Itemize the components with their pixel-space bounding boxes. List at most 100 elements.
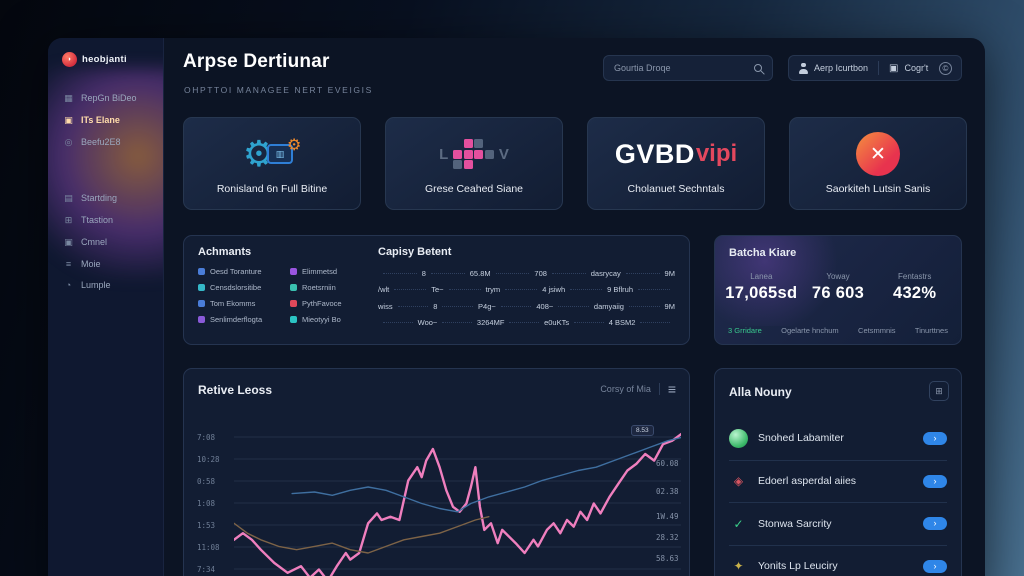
stats-panel: Batcha Kiare Lanea 17,065sd Yoway 76 603… — [714, 235, 962, 345]
sidebar-item-moie[interactable]: ≡ Moie — [48, 253, 163, 274]
achievement-dot-icon — [198, 316, 205, 323]
sidebar-item-cmnel[interactable]: ▣ Cmnel — [48, 231, 163, 253]
stats-link[interactable]: Tinurttnes — [914, 326, 948, 335]
table-cell: wiss — [378, 301, 393, 311]
activity-label: Stonwa Sarcrity — [758, 517, 832, 530]
sidebar-group-primary: ▦ RepGn BiDeo ▣ ITs Elane ◎ Beefu2E8 — [48, 87, 163, 153]
achievement-label: PythFavoce — [302, 299, 342, 308]
achievement-label: Mieotyyi Bo — [302, 315, 341, 324]
card-saorkiteh[interactable]: ✕ Saorkiteh Lutsin Sanis — [789, 117, 967, 210]
table-cell: 408~ — [536, 301, 554, 311]
activity-badge[interactable]: › — [923, 474, 947, 488]
dotted-leader — [558, 305, 589, 307]
clock-icon: ◔ — [65, 279, 72, 290]
feature-cards: ⚙ ▥ ⚙ Ronisland 6n Full Bitine L V Grese… — [183, 117, 967, 210]
sidebar-item-label: Startding — [81, 193, 118, 203]
user-icon — [798, 62, 808, 74]
dotted-leader — [495, 272, 530, 274]
achievement-item[interactable]: Mieotyyi Bo — [290, 315, 370, 324]
achievement-dot-icon — [198, 268, 205, 275]
y-axis-tick: 7:34 — [197, 565, 216, 574]
activity-list: Snohed Labamiter › ◈ Edoerl asperdal aiies ›… — [729, 417, 947, 576]
table-cell: 3264MF — [476, 318, 505, 328]
page-title: Arpse Dertiunar — [183, 51, 330, 72]
activity-badge[interactable]: › — [923, 517, 947, 531]
table-cell: 9 Bflruh — [607, 285, 634, 295]
check-icon: ✓ — [733, 516, 744, 531]
chart-panel: Retive Leoss Corsy of Mia ≡ 7:08 10:28 0:5… — [183, 368, 690, 576]
sidebar-item-beefu2e8[interactable]: ◎ Beefu2E8 — [48, 131, 163, 153]
activity-panel: Alla Nouny ⊞ Snohed Labamiter › ◈ Edoerl as… — [714, 368, 962, 576]
logo-text: heobjanti — [82, 54, 127, 65]
dotted-leader — [505, 289, 538, 291]
table-cell: 8 — [433, 301, 438, 311]
plus-box-icon: ⊞ — [64, 214, 73, 225]
sidebar-item-repgn-bideo[interactable]: ▦ RepGn BiDeo — [48, 87, 163, 109]
dotted-leader — [640, 322, 671, 324]
sidebar-item-startding[interactable]: ▤ Startding — [48, 187, 163, 209]
apps-icon[interactable]: ⊞ — [929, 381, 949, 401]
rows-icon: ▤ — [64, 192, 73, 203]
chart-header-actions: Corsy of Mia ≡ — [600, 382, 676, 396]
activity-badge[interactable]: › — [923, 559, 947, 573]
card-ronisland[interactable]: ⚙ ▥ ⚙ Ronisland 6n Full Bitine — [183, 117, 361, 210]
right-value-label: 02.38 — [656, 487, 679, 496]
achievement-item[interactable]: Senlimderflogta — [198, 315, 290, 324]
copyright-icon[interactable]: © — [939, 61, 952, 75]
dotted-leader — [638, 289, 671, 291]
logo-icon: ◗ — [62, 52, 77, 67]
sidebar-item-label: Beefu2E8 — [81, 137, 121, 147]
stats-link[interactable]: Cetsmmnis — [858, 326, 896, 335]
sidebar-item-its-elane[interactable]: ▣ ITs Elane — [48, 109, 163, 131]
chart-meta: Corsy of Mia — [600, 384, 651, 394]
achievement-item[interactable]: Censdslorsitibe — [198, 283, 290, 292]
settings-button[interactable]: Cogr't — [904, 63, 929, 73]
activity-title: Alla Nouny — [729, 385, 792, 399]
table-cell: dasrycay — [590, 268, 621, 278]
stat-fentastrs: Fentastrs 432% — [892, 272, 937, 302]
menu-icon[interactable]: ≡ — [667, 381, 676, 397]
sidebar-item-label: Moie — [81, 258, 101, 269]
activity-badge[interactable]: › — [923, 431, 947, 445]
dotted-leader — [628, 305, 660, 307]
table-cell: Woo~ — [417, 318, 438, 328]
stats-link[interactable]: 3 Grridare — [728, 326, 762, 335]
table-rows: 8 65.8M 708 dasrycay 9M/wlt Te~ trym 4 jsiwh 9 B… — [378, 265, 675, 331]
sidebar-item-ttastion[interactable]: ⊞ Ttastion — [48, 209, 163, 231]
achievements-title: Achmants — [198, 246, 252, 258]
target-icon: ◎ — [64, 136, 73, 147]
achievement-item[interactable]: Roetsrniin — [290, 283, 370, 292]
activity-item[interactable]: ✓ Stonwa Sarcrity › — [729, 502, 947, 545]
achievement-item[interactable]: Elimmetsd — [290, 267, 370, 276]
achievement-item[interactable]: Oesd Toranture — [198, 267, 290, 276]
achievement-item[interactable]: Tom Ekomms — [198, 299, 290, 308]
table-cell: Te~ — [431, 285, 444, 295]
sidebar-group-secondary: ▤ Startding ⊞ Ttastion ▣ Cmnel ≡ Moie ◔ … — [48, 187, 163, 295]
table-row: Woo~ 3264MF e0uKTs 4 BSM2 — [378, 315, 675, 332]
search-icon[interactable] — [754, 64, 762, 72]
sidebar-item-label: ITs Elane — [81, 115, 120, 125]
chart-annotation: 8.53 — [631, 425, 654, 436]
activity-label: Edoerl asperdal aiies — [758, 475, 857, 488]
card-label: Saorkiteh Lutsin Sanis — [825, 183, 931, 195]
profile-button[interactable]: Aerp Icurtbon — [814, 63, 869, 73]
achievements-panel: Achmants Oesd Toranture Elimmetsd Censdslo… — [183, 235, 690, 345]
table-row: 8 65.8M 708 dasrycay 9M — [378, 265, 675, 282]
stats-link[interactable]: Ogelarte hnchum — [781, 326, 839, 335]
sidebar-item-lumple[interactable]: ◔ Lumple — [48, 274, 163, 295]
app-logo[interactable]: ◗ heobjanti — [48, 38, 163, 79]
activity-item[interactable]: ✦ Yonits Lp Leuciry › — [729, 544, 947, 576]
activity-item[interactable]: ◈ Edoerl asperdal aiies › — [729, 459, 947, 503]
card-grese[interactable]: L V Grese Ceahed Siane — [385, 117, 563, 210]
achievement-label: Elimmetsd — [302, 267, 338, 276]
search-input[interactable] — [614, 63, 746, 73]
series-primary — [234, 434, 681, 576]
activity-item[interactable]: Snohed Labamiter › — [729, 417, 947, 460]
gears-icon: ⚙ ▥ ⚙ — [242, 133, 302, 174]
activity-label: Snohed Labamiter — [758, 432, 844, 445]
card-cholanuet[interactable]: GVBD vipi Cholanuet Sechntals — [587, 117, 765, 210]
chart-title: Retive Leoss — [198, 383, 273, 397]
dotted-leader — [394, 289, 427, 291]
achievement-item[interactable]: PythFavoce — [290, 299, 370, 308]
y-axis-tick: 10:28 — [197, 455, 220, 464]
